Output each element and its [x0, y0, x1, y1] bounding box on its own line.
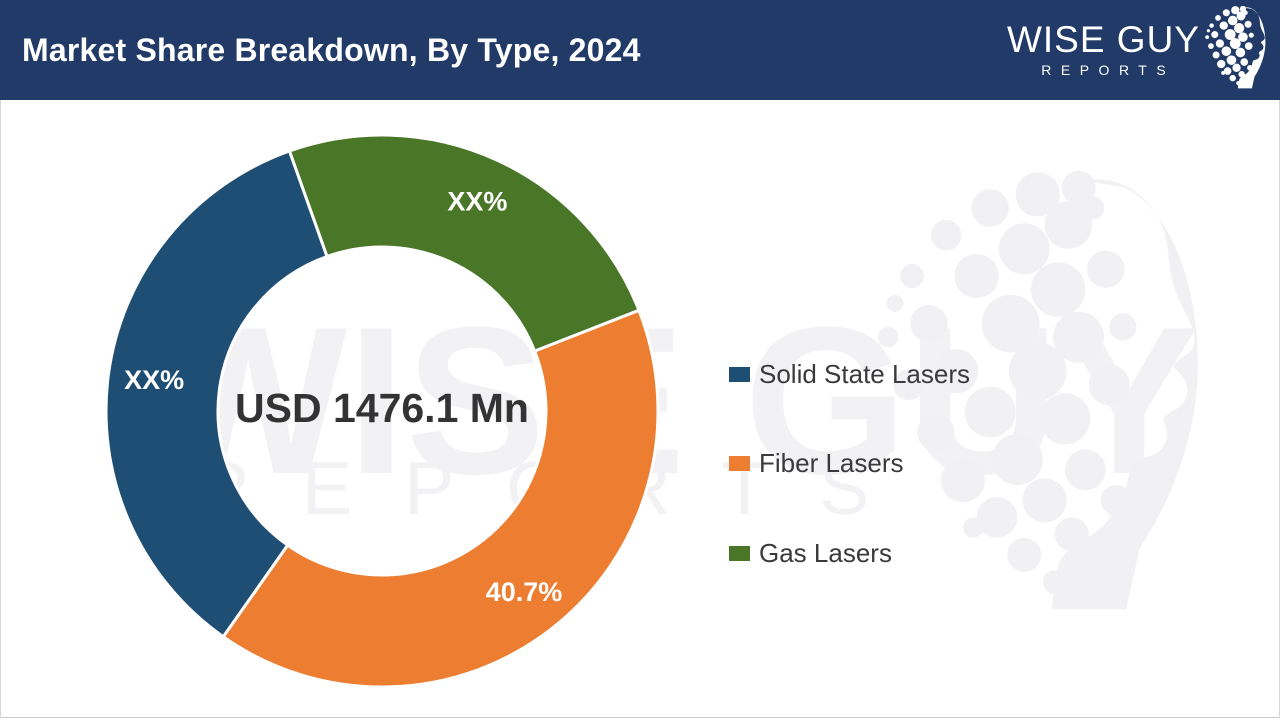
legend-label: Gas Lasers [759, 537, 892, 568]
face-dot [1244, 20, 1252, 28]
face-dot [1224, 29, 1236, 40]
face-dot [1223, 67, 1232, 75]
legend-swatch [729, 545, 750, 561]
face-dot [1238, 32, 1248, 42]
face-dot [1215, 15, 1221, 21]
chart-legend: Solid State Lasers Fiber Lasers Gas Lasers [729, 352, 970, 621]
face-dot [1239, 6, 1247, 13]
legend-swatch [729, 456, 750, 471]
face-dot [1240, 58, 1249, 66]
chart-area: WISE GUY REPORTS XX%40.7%XX%USD 1476.1 M… [0, 100, 1280, 718]
face-dot [1206, 29, 1210, 33]
face-dot [1217, 59, 1226, 69]
legend-item-fiber-lasers[interactable]: Fiber Lasers [729, 442, 970, 486]
donut-segment-solid-state-lasers[interactable] [104, 149, 329, 639]
donut-segment-gas-lasers[interactable] [287, 133, 641, 353]
logo-text: WISE GUY REPORTS [1007, 19, 1200, 78]
header-bar: Market Share Breakdown, By Type, 2024 WI… [0, 0, 1280, 100]
face-dot [1232, 63, 1241, 72]
face-dot [1248, 32, 1254, 38]
face-dot [1231, 6, 1240, 15]
face-dot [1221, 71, 1226, 75]
legend-item-solid-state-lasers[interactable]: Solid State Lasers [729, 352, 970, 396]
face-dot [1243, 10, 1248, 16]
legend-swatch [729, 366, 750, 382]
logo-wordmark: WISE GUY [1006, 18, 1200, 60]
wise-guy-reports-logo: WISE GUY REPORTS [1007, 6, 1266, 90]
segment-value-label: XX% [124, 365, 184, 395]
face-profile [1237, 7, 1266, 89]
segment-value-label: XX% [447, 187, 507, 217]
face-dot [1212, 51, 1220, 59]
face-dot [1226, 55, 1237, 65]
legend-label: Solid State Lasers [759, 358, 971, 389]
face-dot [1205, 35, 1210, 40]
logo-face-icon [1205, 6, 1266, 89]
face-dot [1208, 43, 1214, 49]
face-dot [1221, 46, 1232, 56]
donut-chart: XX% 40.7% XX% USD 1476.1 Mn [104, 133, 660, 689]
face-dot [1211, 31, 1219, 39]
face-dot [1209, 23, 1214, 28]
legend-label: Fiber Lasers [759, 448, 904, 478]
face-dot [1222, 9, 1230, 17]
face-dot [1236, 11, 1246, 21]
logo-subtitle: REPORTS [1041, 61, 1176, 78]
face-dot [1219, 21, 1228, 30]
page-title: Market Share Breakdown, By Type, 2024 [22, 31, 641, 68]
face-dot [1235, 47, 1246, 58]
face-dot [1215, 39, 1225, 48]
donut-center-value: USD 1476.1 Mn [235, 385, 529, 431]
legend-item-gas-lasers[interactable]: Gas Lasers [729, 531, 970, 575]
donut-segment-fiber-lasers[interactable] [221, 308, 660, 689]
segment-value-label: 40.7% [486, 577, 563, 607]
face-dot [1234, 23, 1245, 34]
face-dot [1229, 38, 1241, 49]
face-dot [1244, 42, 1253, 50]
face-dot [1229, 74, 1236, 82]
face-dot [1227, 15, 1238, 26]
